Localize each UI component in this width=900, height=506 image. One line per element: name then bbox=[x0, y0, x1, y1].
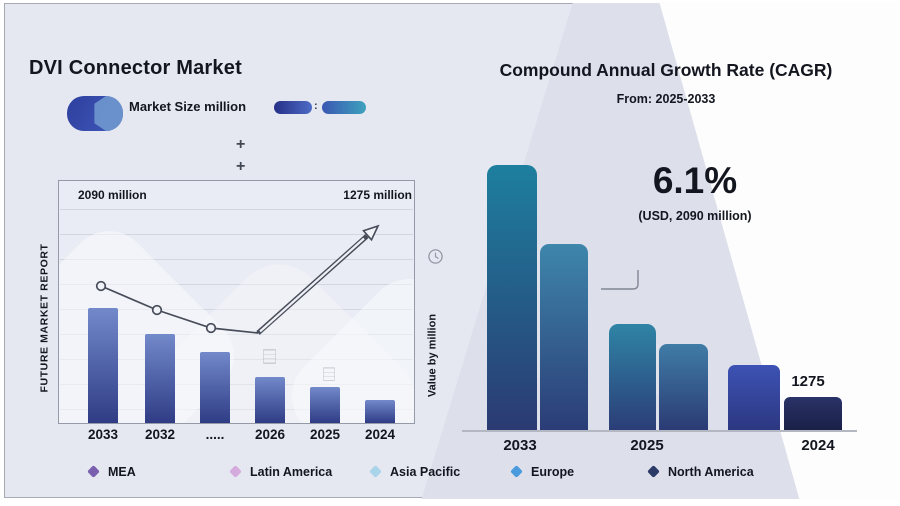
watermark-icon bbox=[323, 367, 335, 381]
left-x-label: 2024 bbox=[364, 427, 396, 442]
gradient-pill-icon bbox=[322, 101, 366, 114]
left-x-label: 2025 bbox=[309, 427, 341, 442]
legend-label: MEA bbox=[108, 465, 136, 479]
legend-label: Asia Pacific bbox=[390, 465, 461, 479]
left-x-axis-labels: 2033 2032..... 2026 2025 2024 bbox=[58, 427, 415, 445]
end-value-annotation: 1275 million bbox=[343, 188, 412, 202]
arrowhead-icon bbox=[362, 224, 380, 242]
right-x-label: 2033 bbox=[503, 437, 537, 454]
cagr-title: Compound Annual Growth Rate (CAGR) bbox=[499, 60, 833, 80]
marker-icon bbox=[205, 322, 217, 334]
plus-decoration-icon: + bbox=[236, 158, 246, 175]
legend-label: North America bbox=[668, 465, 754, 479]
left-x-label: 2032 bbox=[144, 427, 176, 442]
logo-label: Market Size million bbox=[129, 99, 247, 114]
x-axis-line bbox=[462, 430, 857, 432]
clock-icon bbox=[428, 249, 443, 264]
cagr-value: 6.1% bbox=[652, 160, 738, 201]
hexagon-icon bbox=[94, 96, 123, 131]
cagr-subtitle: From: 2025-2033 bbox=[616, 92, 716, 106]
page-title: DVI Connector Market bbox=[29, 57, 242, 79]
left-x-label: 2033 bbox=[87, 427, 119, 442]
cagr-note: (USD, 2090 million) bbox=[638, 209, 752, 223]
right-x-label: 2024 bbox=[801, 437, 835, 454]
left-x-label: 2026 bbox=[254, 427, 286, 442]
value-axis-label: Value by million bbox=[426, 313, 439, 398]
left-x-label: ..... bbox=[205, 427, 225, 442]
market-size-logo-icon bbox=[67, 96, 123, 131]
legend-label: Europe bbox=[531, 465, 575, 479]
legend-label: Latin America bbox=[250, 465, 333, 479]
plus-decoration-icon: + bbox=[236, 136, 246, 153]
step-line-icon bbox=[601, 270, 639, 290]
right-x-label: 2025 bbox=[630, 437, 664, 454]
start-value-annotation: 2090 million bbox=[78, 188, 147, 202]
gradient-pill-icon bbox=[274, 101, 312, 114]
watermark-icon bbox=[263, 349, 276, 364]
marker-icon bbox=[151, 304, 163, 316]
bar-value-label: 1275 bbox=[791, 373, 825, 390]
pill-separator: : bbox=[314, 100, 318, 112]
marker-icon bbox=[95, 280, 107, 292]
trend-line-and-arrow bbox=[95, 224, 380, 335]
future-market-report-label: FUTURE MARKET REPORT bbox=[38, 243, 51, 393]
